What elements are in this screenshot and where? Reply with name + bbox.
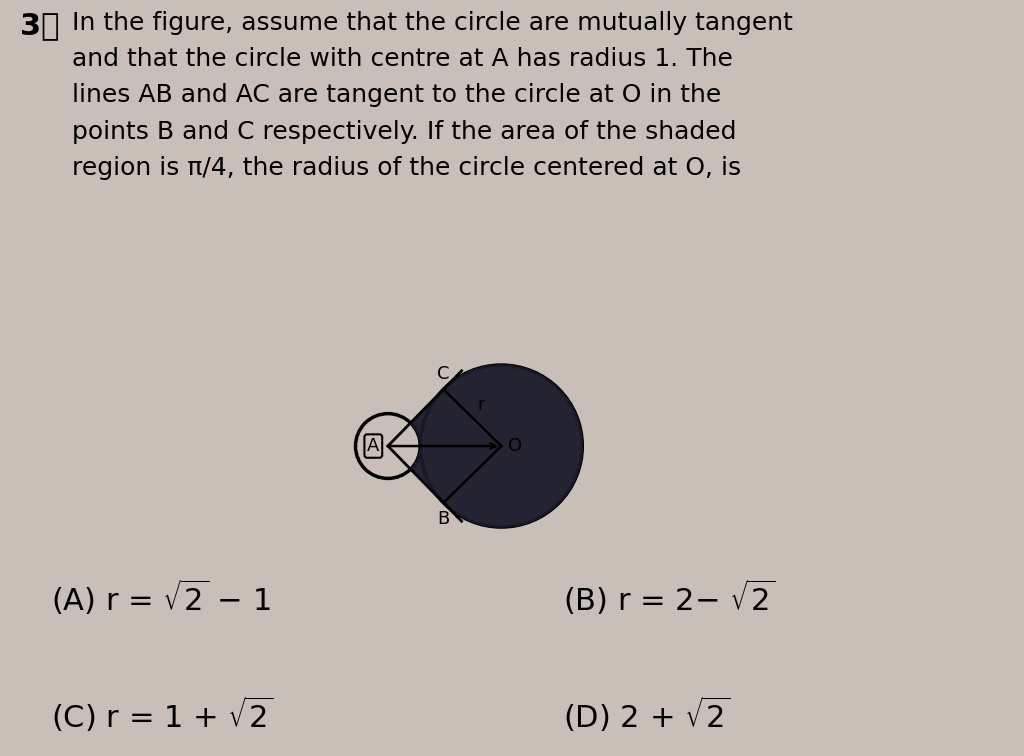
Text: B: B <box>437 510 450 528</box>
Text: (A) r = $\sqrt{2}$ $-$ 1: (A) r = $\sqrt{2}$ $-$ 1 <box>51 578 270 617</box>
Polygon shape <box>411 365 583 527</box>
Text: (B) r = 2$-$ $\sqrt{2}$: (B) r = 2$-$ $\sqrt{2}$ <box>563 578 776 617</box>
Text: r: r <box>477 396 484 414</box>
Text: (C) r = 1 + $\sqrt{2}$: (C) r = 1 + $\sqrt{2}$ <box>51 694 274 733</box>
Text: 3⃣: 3⃣ <box>20 11 59 39</box>
Text: C: C <box>437 365 450 383</box>
Text: In the figure, assume that the circle are mutually tangent
and that the circle w: In the figure, assume that the circle ar… <box>72 11 793 180</box>
Text: (D) 2 + $\sqrt{2}$: (D) 2 + $\sqrt{2}$ <box>563 694 731 733</box>
Text: A: A <box>368 437 380 455</box>
Text: O: O <box>508 437 522 455</box>
